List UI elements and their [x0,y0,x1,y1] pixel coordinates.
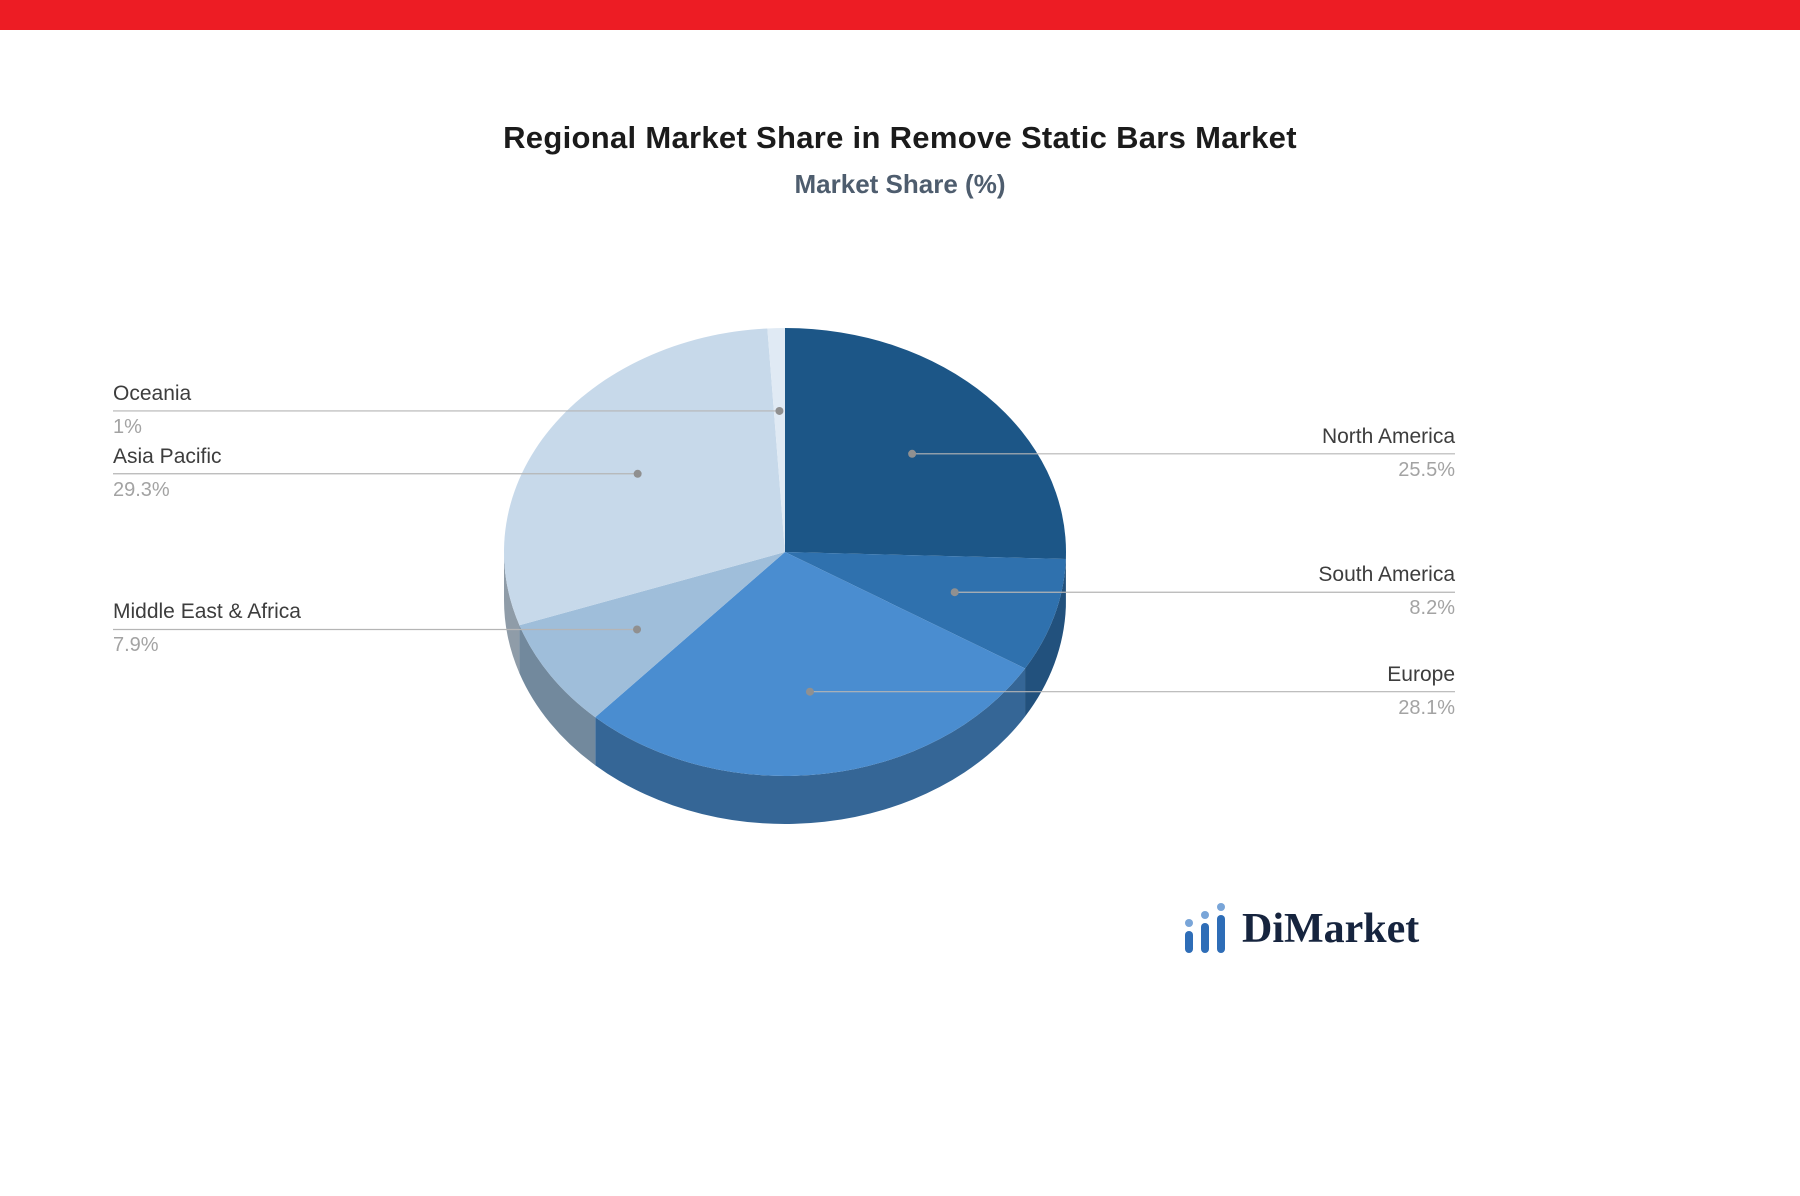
dimarket-logo: DiMarket [1183,903,1419,955]
pie-slice-side-middle-east-africa [519,625,596,766]
logo-text: DiMarket [1242,906,1420,952]
leader-dot-asia-pacific [633,469,642,478]
leader-dot-europe [805,687,814,696]
top-accent-bar [0,0,1800,30]
leader-dot-middle-east-africa [633,625,642,634]
chart-subtitle: Market Share (%) [794,169,1006,199]
pie-slice-side-south-america [1025,559,1066,717]
leader-dot-south-america [950,588,959,597]
pie-slice-north-america [785,328,1066,560]
pie-slice-asia-pacific [503,328,785,626]
chart-title: Regional Market Share in Remove Static B… [503,120,1297,155]
leader-dot-oceania [775,406,784,415]
bar-chart-icon [1185,903,1225,953]
pie-slice-side-asia-pacific [504,552,520,674]
pie-slice-side-europe [595,668,1026,825]
pie-slice-europe [595,552,1026,776]
pie-slice-oceania [767,328,785,552]
leader-dot-north-america [908,449,917,458]
pie-slice-middle-east-africa [519,552,785,718]
pie-slice-south-america [785,552,1066,669]
